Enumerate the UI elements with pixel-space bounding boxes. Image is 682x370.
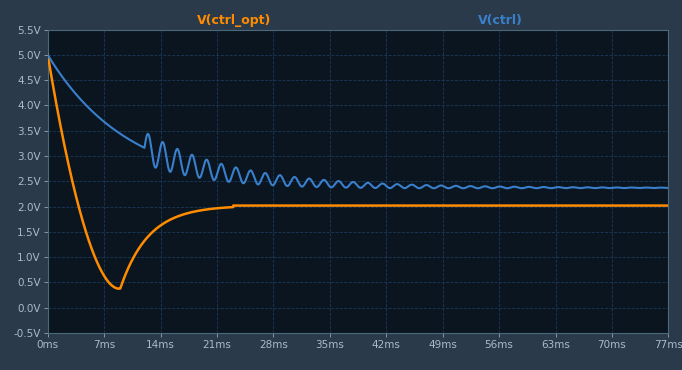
Text: V(ctrl): V(ctrl)	[478, 14, 523, 27]
Text: V(ctrl_opt): V(ctrl_opt)	[196, 14, 271, 27]
